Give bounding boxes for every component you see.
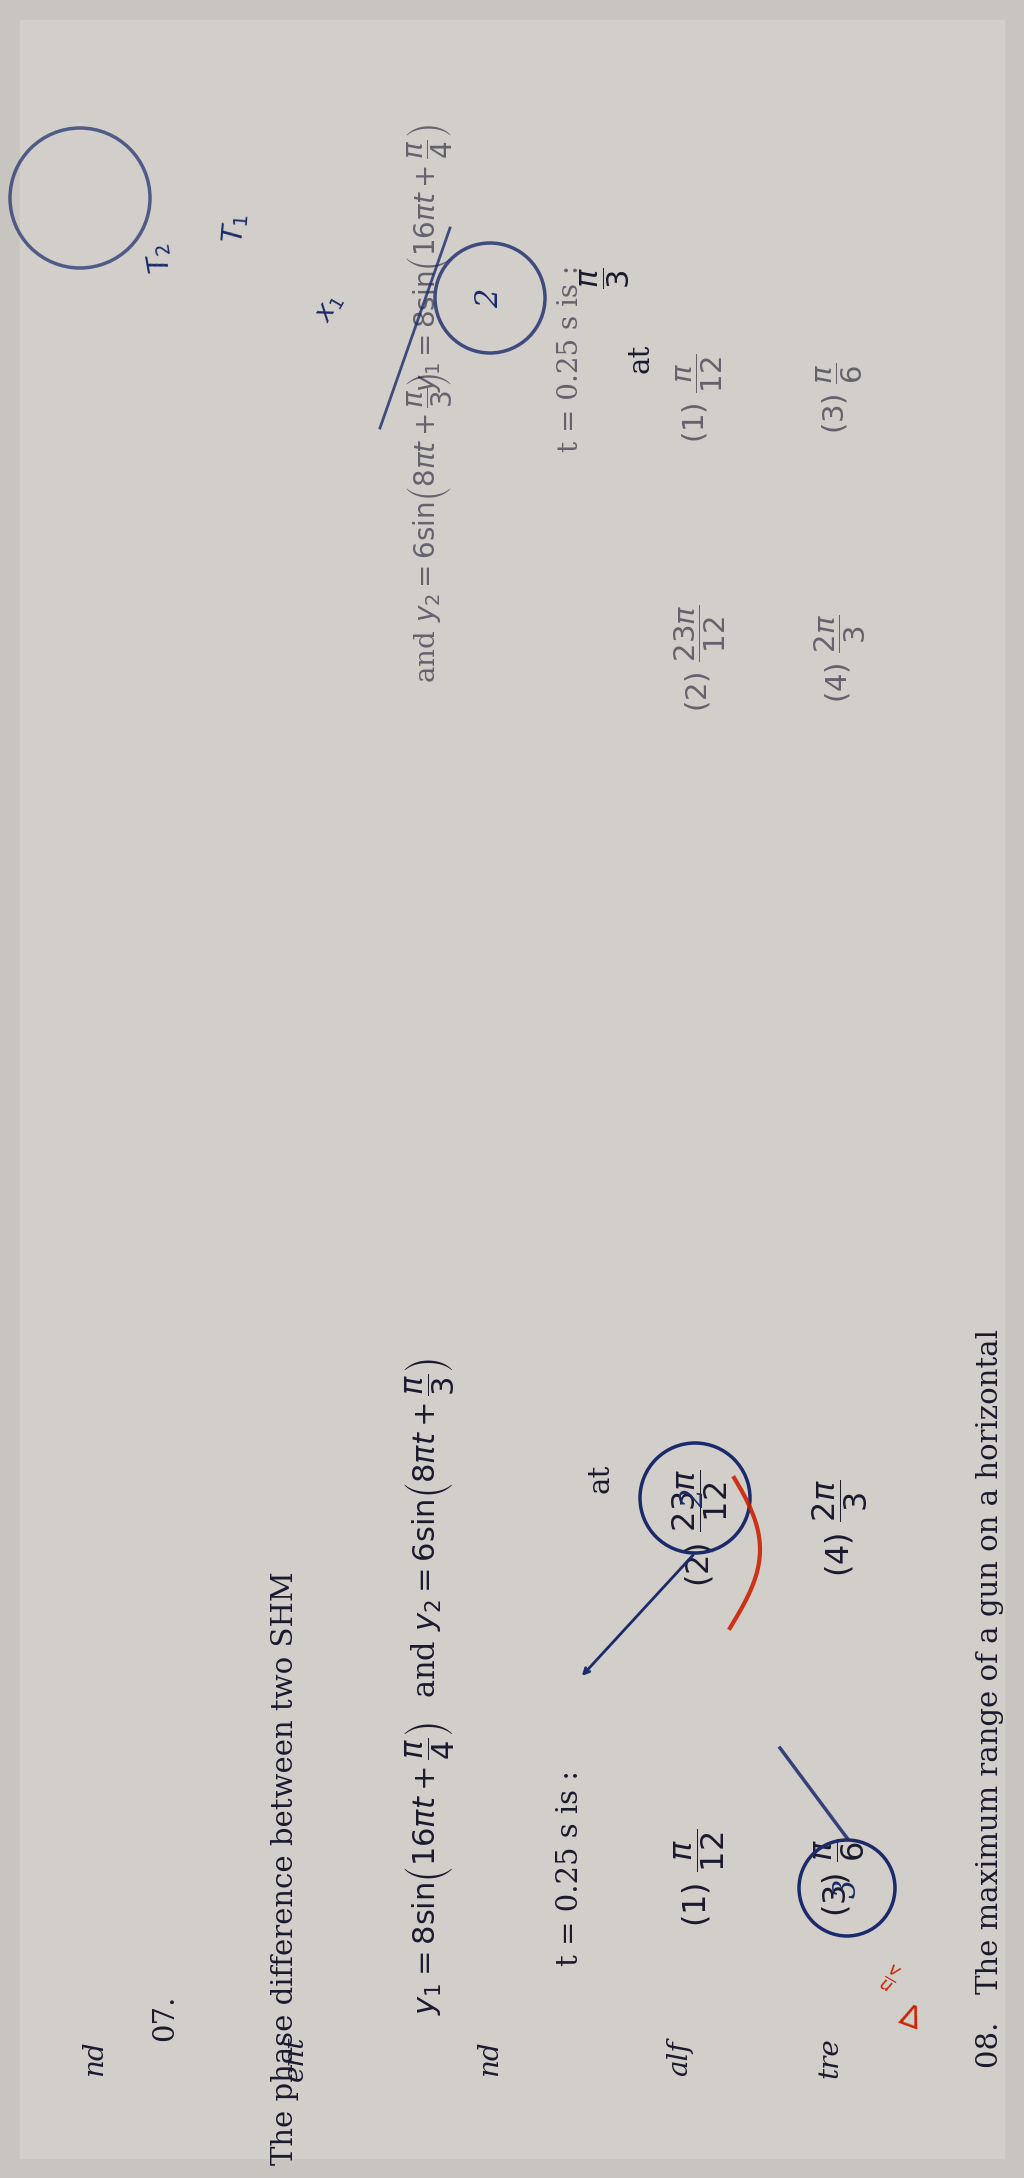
Text: $(2)\ \dfrac{23\pi}{12}$: $(2)\ \dfrac{23\pi}{12}$ — [670, 1468, 730, 1588]
Text: ent: ent — [282, 2034, 308, 2080]
Text: at: at — [626, 344, 654, 372]
Text: $(3)\ \dfrac{\pi}{6}$: $(3)\ \dfrac{\pi}{6}$ — [812, 1838, 867, 1917]
Text: $x_1$: $x_1$ — [312, 290, 348, 327]
Text: nd: nd — [476, 2041, 504, 2076]
Text: $(4)\ \dfrac{2\pi}{3}$: $(4)\ \dfrac{2\pi}{3}$ — [812, 614, 867, 703]
Text: at: at — [586, 1464, 614, 1492]
Text: $\frac{v}{u}$: $\frac{v}{u}$ — [877, 1960, 903, 1995]
Text: $T_1$: $T_1$ — [219, 211, 251, 244]
Text: $\dfrac{\pi}{3}$: $\dfrac{\pi}{3}$ — [579, 268, 632, 290]
Text: 2: 2 — [474, 287, 506, 307]
Text: 07.: 07. — [151, 1995, 179, 2041]
Text: $y_1 = 8\sin\!\left(16\pi t + \dfrac{\pi}{4}\right)$: $y_1 = 8\sin\!\left(16\pi t + \dfrac{\pi… — [403, 1721, 457, 2015]
Text: $(2)\ \dfrac{23\pi}{12}$: $(2)\ \dfrac{23\pi}{12}$ — [673, 603, 728, 712]
Text: alf: alf — [667, 2041, 693, 2076]
Text: $(1)\ \dfrac{\pi}{12}$: $(1)\ \dfrac{\pi}{12}$ — [675, 353, 725, 442]
Text: $(3)\ \dfrac{\pi}{6}$: $(3)\ \dfrac{\pi}{6}$ — [815, 362, 865, 433]
Text: nd: nd — [82, 2041, 109, 2076]
Text: $(4)\ \dfrac{2\pi}{3}$: $(4)\ \dfrac{2\pi}{3}$ — [810, 1479, 870, 1577]
Text: t = 0.25 s is :: t = 0.25 s is : — [556, 1771, 584, 1967]
Text: tre: tre — [816, 2039, 844, 2078]
Text: $T_2$: $T_2$ — [142, 242, 177, 274]
Text: $(1)\ \dfrac{\pi}{12}$: $(1)\ \dfrac{\pi}{12}$ — [673, 1830, 727, 1928]
Text: t = 0.25 s is :: t = 0.25 s is : — [556, 264, 584, 451]
Text: and $y_2 = 6\sin\!\left(8\pi t + \dfrac{\pi}{3}\right)$: and $y_2 = 6\sin\!\left(8\pi t + \dfrac{… — [406, 372, 455, 684]
Text: 08.   The maximum range of a gun on a horizontal: 08. The maximum range of a gun on a hori… — [976, 1329, 1004, 2067]
Text: $y_1 = 8\sin\!\left(16\pi t + \dfrac{\pi}{4}\right)$: $y_1 = 8\sin\!\left(16\pi t + \dfrac{\pi… — [406, 124, 455, 392]
Text: 2: 2 — [680, 1488, 711, 1507]
Text: $\Delta$: $\Delta$ — [894, 1999, 926, 2036]
Text: and $y_2 = 6\sin\!\left(8\pi t + \dfrac{\pi}{3}\right)$: and $y_2 = 6\sin\!\left(8\pi t + \dfrac{… — [403, 1357, 457, 1699]
Text: The phase difference between two SHM: The phase difference between two SHM — [271, 1570, 299, 2165]
Text: 3: 3 — [831, 1877, 862, 1897]
